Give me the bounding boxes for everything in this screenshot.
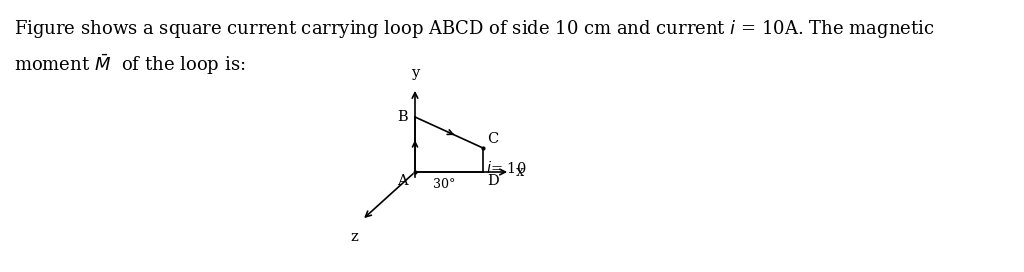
Text: D: D	[487, 174, 499, 188]
Text: A: A	[397, 174, 408, 188]
Text: y: y	[411, 66, 419, 80]
Text: moment $\bar{M}$  of the loop is:: moment $\bar{M}$ of the loop is:	[14, 52, 246, 77]
Text: x: x	[516, 165, 524, 179]
Text: B: B	[397, 110, 408, 124]
Text: z: z	[350, 230, 358, 244]
Text: 30°: 30°	[433, 178, 456, 191]
Text: Figure shows a square current carrying loop ABCD of side 10 cm and current $i$ =: Figure shows a square current carrying l…	[14, 18, 935, 40]
Text: $i$= 10: $i$= 10	[486, 160, 526, 176]
Text: C: C	[487, 132, 499, 146]
